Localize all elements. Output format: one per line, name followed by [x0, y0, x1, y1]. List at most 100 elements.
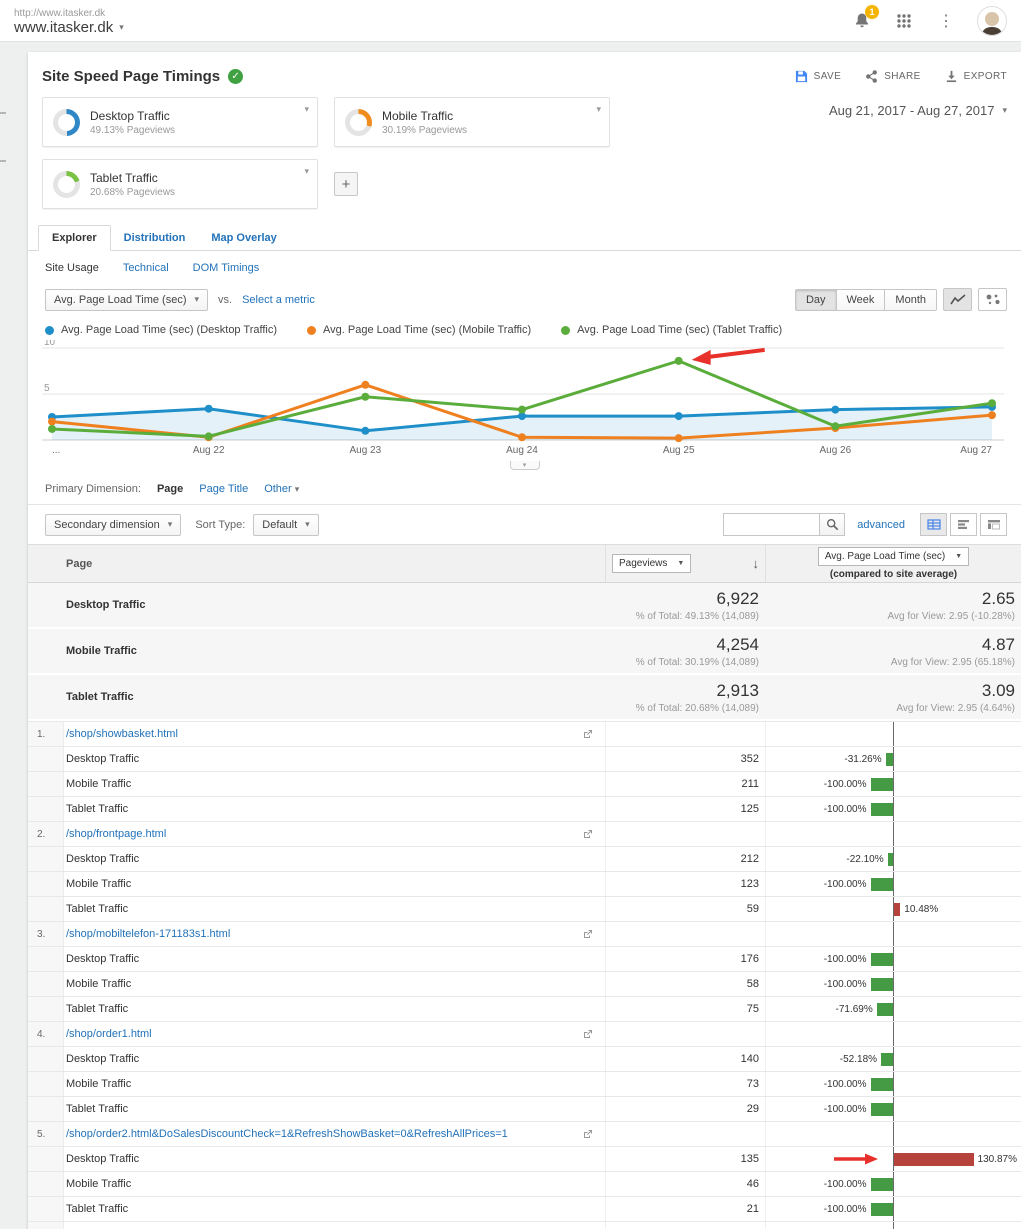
- tab-map-overlay[interactable]: Map Overlay: [211, 232, 277, 244]
- deviation-label: -100.00%: [823, 878, 867, 890]
- open-page-button[interactable]: [583, 1029, 593, 1039]
- segment-card-tablet[interactable]: Tablet Traffic 20.68% Pageviews ▾: [42, 159, 318, 209]
- row-number: [28, 872, 64, 896]
- red-arrow-annotation: [833, 1153, 878, 1165]
- pageviews-column-selector[interactable]: Pageviews ▼: [612, 554, 692, 573]
- open-page-button[interactable]: [583, 729, 593, 739]
- subtab-technical[interactable]: Technical: [122, 262, 169, 274]
- segment-card-mobile[interactable]: Mobile Traffic 30.19% Pageviews ▾: [334, 97, 610, 147]
- table-search-input[interactable]: [723, 513, 820, 536]
- data-view-pivot-button[interactable]: [980, 513, 1007, 536]
- tab-explorer[interactable]: Explorer: [38, 225, 111, 251]
- table-row-page: 6./shop/iphone-171276s1.html: [28, 1221, 1021, 1229]
- bar-axis-left: [766, 822, 894, 846]
- export-button[interactable]: EXPORT: [945, 70, 1007, 83]
- apps-grid-icon[interactable]: [893, 10, 915, 32]
- deviation-label: -22.10%: [846, 853, 884, 865]
- bar-axis-right: [894, 872, 1021, 896]
- deviation-bar-negative: [870, 1177, 893, 1191]
- pageviews-value: 211: [605, 772, 765, 796]
- save-button[interactable]: SAVE: [795, 70, 842, 83]
- pageviews-cell: [605, 722, 765, 746]
- bar-axis-left: -31.26%: [766, 747, 894, 771]
- user-avatar[interactable]: [977, 5, 1007, 36]
- summary-row-mobile: Mobile Traffic 4,254 % of Total: 30.19% …: [28, 629, 1021, 675]
- share-button[interactable]: SHARE: [865, 70, 920, 83]
- pageviews-value: 212: [605, 847, 765, 871]
- sidebar-handle-tick: [0, 112, 6, 114]
- pageviews-value: 352: [605, 747, 765, 771]
- caret-down-icon: ▼: [955, 553, 963, 560]
- pageviews-cell: [605, 922, 765, 946]
- bar-axis-left: -100.00%: [766, 1097, 894, 1121]
- select-a-metric-link[interactable]: Select a metric: [242, 293, 315, 306]
- bar-axis-right: [894, 922, 1021, 946]
- bars-icon: [957, 520, 969, 529]
- add-segment-button[interactable]: +: [334, 172, 358, 196]
- bar-axis-right: [894, 997, 1021, 1021]
- dimension-page-title[interactable]: Page Title: [199, 483, 249, 495]
- page-link[interactable]: /shop/mobiltelefon-171183s1.html: [66, 928, 231, 940]
- summary-pageviews-sub: % of Total: 49.13% (14,089): [635, 610, 759, 622]
- page-link[interactable]: /shop/order1.html: [66, 1028, 152, 1040]
- deviation-label: 130.87%: [977, 1153, 1017, 1165]
- granularity-day-button[interactable]: Day: [794, 288, 837, 311]
- sort-type-selector[interactable]: Default ▾: [253, 513, 319, 536]
- deviation-label: -52.18%: [839, 1053, 878, 1065]
- page-link[interactable]: /shop/order2.html&DoSalesDiscountCheck=1…: [66, 1128, 508, 1140]
- deviation-bar-negative: [870, 1102, 893, 1116]
- open-in-new-icon: [584, 830, 592, 838]
- bar-axis-right: [894, 797, 1021, 821]
- save-floppy-icon: [795, 70, 807, 83]
- avg-cell: [765, 1122, 1021, 1146]
- table-row-device: Desktop Traffic 135 130.87%: [28, 1146, 1021, 1171]
- avg-cell: -100.00%: [765, 797, 1021, 821]
- row-number: [28, 747, 64, 771]
- motion-chart-view-button[interactable]: [978, 288, 1007, 311]
- search-button[interactable]: [819, 513, 846, 536]
- bar-axis-left: [766, 1222, 894, 1229]
- advanced-filter-link[interactable]: advanced: [857, 518, 905, 531]
- data-view-performance-button[interactable]: [950, 513, 977, 536]
- caret-down-icon: ▾: [294, 484, 300, 494]
- svg-text:5: 5: [44, 383, 50, 394]
- date-range-selector[interactable]: Aug 21, 2017 - Aug 27, 2017 ▾: [828, 103, 1007, 118]
- device-name: Desktop Traffic: [66, 1053, 140, 1065]
- granularity-month-button[interactable]: Month: [885, 288, 937, 311]
- dimension-page[interactable]: Page: [156, 483, 184, 495]
- data-view-table-button[interactable]: [920, 513, 947, 536]
- subtab-site-usage[interactable]: Site Usage: [45, 262, 99, 274]
- row-number: [28, 1072, 64, 1096]
- deviation-bar-negative: [887, 852, 893, 866]
- granularity-week-button[interactable]: Week: [836, 288, 886, 311]
- line-chart-view-button[interactable]: [943, 288, 972, 311]
- pageviews-value: 176: [605, 947, 765, 971]
- subtab-dom-timings[interactable]: DOM Timings: [192, 262, 260, 274]
- metric-selector[interactable]: Avg. Page Load Time (sec) ▾: [45, 288, 209, 311]
- open-page-button[interactable]: [583, 1129, 593, 1139]
- bar-axis-right: [894, 722, 1021, 746]
- vs-label: vs.: [218, 293, 233, 306]
- account-name: www.itasker.dk: [14, 18, 114, 36]
- sort-direction-icon[interactable]: ↓: [752, 556, 760, 571]
- deviation-bar-negative: [870, 877, 893, 891]
- dimension-other[interactable]: Other ▾: [264, 483, 300, 495]
- overflow-menu-icon[interactable]: ⋮: [938, 12, 954, 30]
- open-page-button[interactable]: [583, 829, 593, 839]
- annotations-toggle[interactable]: ▾: [509, 461, 540, 470]
- notifications-bell-icon[interactable]: 1: [851, 4, 879, 32]
- open-page-button[interactable]: [583, 929, 593, 939]
- account-selector[interactable]: www.itasker.dk ▾: [14, 19, 124, 36]
- device-name: Tablet Traffic: [66, 903, 129, 915]
- page-link[interactable]: /shop/frontpage.html: [66, 828, 167, 840]
- secondary-dimension-button[interactable]: Secondary dimension ▾: [45, 513, 182, 536]
- bar-axis-right: [894, 972, 1021, 996]
- svg-text:Aug 27: Aug 27: [960, 445, 992, 456]
- tab-distribution[interactable]: Distribution: [123, 232, 186, 244]
- page-link[interactable]: /shop/showbasket.html: [66, 728, 178, 740]
- chevron-down-icon[interactable]: ▾: [304, 104, 309, 114]
- chevron-down-icon[interactable]: ▾: [304, 166, 309, 176]
- avg-column-selector[interactable]: Avg. Page Load Time (sec) ▼: [817, 547, 970, 566]
- segment-card-desktop[interactable]: Desktop Traffic 49.13% Pageviews ▾: [42, 97, 318, 147]
- chevron-down-icon[interactable]: ▾: [596, 104, 601, 114]
